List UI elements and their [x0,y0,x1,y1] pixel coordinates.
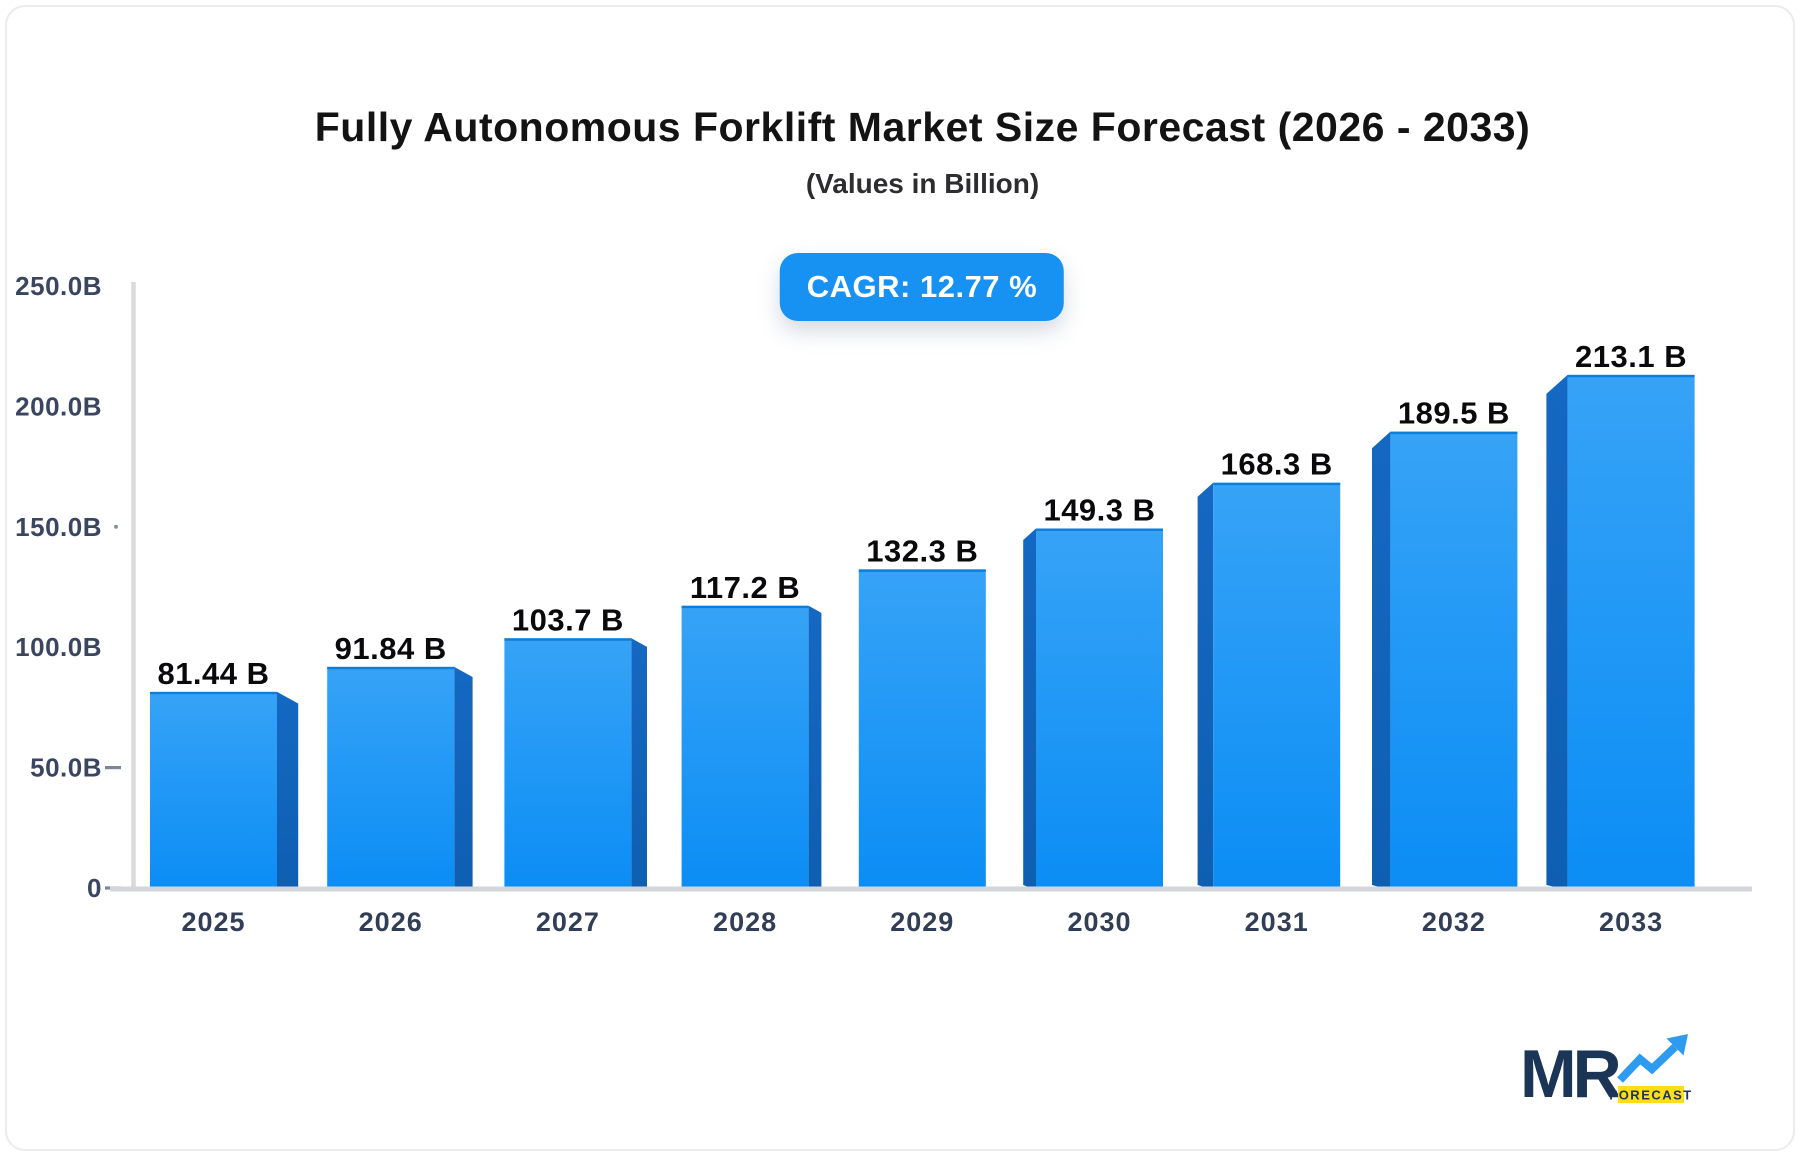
bar-value-label: 168.3 B [1221,447,1333,482]
bar-front-face [681,605,809,890]
bar-side-face [808,605,822,890]
bar-value-label: 213.1 B [1575,339,1687,374]
x-axis-label: 2029 [890,907,954,937]
bar-value-label: 103.7 B [512,602,624,637]
y-axis-label: 150.0B [15,512,102,542]
bar-value-label: 149.3 B [1043,492,1155,527]
x-axis-label: 2027 [536,907,600,937]
x-axis-label: 2032 [1422,907,1486,937]
logo-mr-text: MR [1520,1036,1621,1112]
bar-side-face [631,638,647,890]
x-axis-label: 2030 [1067,907,1131,937]
bar-front-face [1567,374,1695,890]
logo-arrowhead-icon [1666,1034,1688,1056]
bar-value-label: 81.44 B [157,656,269,691]
bar-2030[interactable]: 149.3 B [1023,492,1163,890]
bar-2029[interactable]: 132.3 B [858,533,986,890]
x-axis-label: 2026 [359,907,423,937]
bar-2027[interactable]: 103.7 B [504,602,647,890]
x-axis-label: 2031 [1245,907,1309,937]
logo-forecast-text: FORECAST [1609,1088,1693,1103]
bar-side-face [1197,482,1214,890]
bar-front-face [504,638,632,890]
bar-side-face [1023,528,1036,890]
bar-2026[interactable]: 91.84 B [327,631,473,890]
bar-value-label: 117.2 B [690,570,800,605]
bar-2031[interactable]: 168.3 B [1197,447,1341,890]
bar-front-face [1213,482,1341,890]
bar-2033[interactable]: 213.1 B [1546,339,1695,890]
bar-front-face [150,691,277,890]
x-axis-label: 2028 [713,907,777,937]
y-axis-label: 50.0B [30,753,102,783]
y-axis-tick [114,524,118,529]
x-axis-label: 2025 [181,907,245,937]
bar-front-face [1036,528,1163,890]
logo-trend-arrow-icon [1617,1044,1678,1083]
bar-2025[interactable]: 81.44 B [150,656,299,890]
bar-2032[interactable]: 189.5 B [1372,396,1518,890]
bar-2028[interactable]: 117.2 B [681,570,822,890]
y-axis-label: 250.0B [15,271,102,301]
bar-front-face [327,666,455,890]
chart-subtitle: (Values in Billion) [805,168,1040,199]
mr-forecast-logo: MR FORECAST [1520,1034,1693,1112]
y-axis-label: 100.0B [15,632,102,662]
bar-value-label: 189.5 B [1398,396,1510,431]
bar-side-face [454,666,473,890]
bar-side-face [1546,374,1568,890]
bar-value-label: 91.84 B [335,631,447,666]
bar-front-face [1390,431,1518,890]
y-axis-label: 200.0B [15,391,102,421]
bar-value-label: 132.3 B [866,533,978,568]
y-axis-label: 0 [87,873,102,903]
bar-side-face [1372,431,1391,890]
bar-side-face [277,691,299,890]
chart-title: Fully Autonomous Forklift Market Size Fo… [314,104,1531,150]
x-axis-label: 2033 [1599,907,1663,937]
cagr-badge: CAGR: 12.77 % [779,253,1065,321]
logo-forecast-box [1618,1086,1684,1103]
bar-front-face [858,569,986,890]
